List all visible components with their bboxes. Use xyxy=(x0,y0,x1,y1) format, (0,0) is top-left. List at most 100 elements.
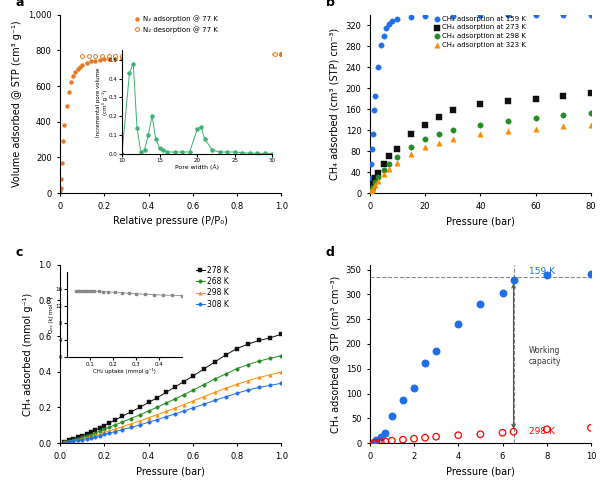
Point xyxy=(380,437,390,445)
N₂ desorption @ 77 K xyxy=(112,53,119,59)
Point xyxy=(398,395,408,403)
308 K xyxy=(88,435,95,441)
CH₄ adsorption at 298 K xyxy=(476,121,485,129)
298 K xyxy=(127,421,134,427)
268 K xyxy=(88,431,95,437)
268 K xyxy=(61,439,68,445)
268 K xyxy=(70,437,77,443)
X-axis label: Relative pressure (P/P₀): Relative pressure (P/P₀) xyxy=(113,216,228,226)
N₂ adsorption @ 77 K xyxy=(112,56,119,61)
308 K xyxy=(83,436,90,442)
268 K xyxy=(112,422,119,428)
CH₄ adsorption at 323 K xyxy=(476,131,485,138)
N₂ desorption @ 77 K xyxy=(278,51,285,56)
CH₄ adsorption at 273 K xyxy=(385,152,394,160)
298 K xyxy=(65,439,73,445)
Point xyxy=(586,424,596,431)
Point xyxy=(431,433,441,441)
N₂ adsorption @ 77 K xyxy=(74,66,82,72)
CH₄ adsorption at 159 K xyxy=(385,20,394,28)
278 K xyxy=(278,331,285,337)
X-axis label: Pressure (bar): Pressure (bar) xyxy=(446,216,515,226)
308 K xyxy=(118,427,125,433)
N₂ adsorption @ 77 K xyxy=(83,60,90,66)
N₂ adsorption @ 77 K xyxy=(96,57,103,63)
CH₄ adsorption at 323 K xyxy=(367,187,376,194)
268 K xyxy=(256,358,263,364)
CH₄ adsorption at 323 K xyxy=(420,144,430,151)
268 K xyxy=(92,430,99,436)
CH₄ adsorption at 298 K xyxy=(379,166,388,173)
N₂ desorption @ 77 K xyxy=(138,53,145,58)
N₂ adsorption @ 77 K xyxy=(56,188,64,194)
Text: Working
capacity: Working capacity xyxy=(529,346,562,366)
Text: 298 K: 298 K xyxy=(529,427,555,436)
298 K xyxy=(189,398,196,404)
CH₄ adsorption at 159 K xyxy=(370,92,380,100)
N₂ desorption @ 77 K xyxy=(145,53,152,58)
268 K xyxy=(101,426,108,432)
278 K xyxy=(154,395,161,401)
Y-axis label: CH₄ adsorbed @ STP (cm³ cm⁻³): CH₄ adsorbed @ STP (cm³ cm⁻³) xyxy=(330,275,340,432)
N₂ adsorption @ 77 K xyxy=(134,54,141,60)
308 K xyxy=(244,387,251,393)
N₂ adsorption @ 77 K xyxy=(278,51,285,56)
268 K xyxy=(189,387,196,393)
CH₄ adsorption at 298 K xyxy=(385,160,394,168)
298 K xyxy=(118,424,125,430)
CH₄ adsorption at 159 K xyxy=(476,11,485,19)
298 K xyxy=(88,433,95,439)
Point xyxy=(542,271,551,279)
308 K xyxy=(105,430,112,436)
N₂ adsorption @ 77 K xyxy=(233,52,241,57)
N₂ adsorption @ 77 K xyxy=(59,160,66,166)
X-axis label: Pressure (bar): Pressure (bar) xyxy=(446,466,515,476)
N₂ desorption @ 77 K xyxy=(218,52,225,57)
CH₄ adsorption at 273 K xyxy=(503,97,513,105)
278 K xyxy=(211,359,218,365)
N₂ adsorption @ 77 K xyxy=(72,69,79,75)
268 K xyxy=(278,353,285,358)
298 K xyxy=(278,369,285,375)
Point xyxy=(498,429,508,437)
N₂ desorption @ 77 K xyxy=(92,53,99,59)
268 K xyxy=(181,392,188,397)
298 K xyxy=(154,412,161,417)
Y-axis label: CH₄ adsorbed (cm³ (STP) cm⁻³): CH₄ adsorbed (cm³ (STP) cm⁻³) xyxy=(330,28,340,180)
Text: b: b xyxy=(326,0,334,9)
278 K xyxy=(200,366,208,372)
Point xyxy=(498,289,508,297)
Line: 278 K: 278 K xyxy=(62,333,283,444)
N₂ adsorption @ 77 K xyxy=(57,185,64,191)
268 K xyxy=(163,400,170,406)
Point xyxy=(454,320,463,328)
Line: 308 K: 308 K xyxy=(62,382,283,444)
CH₄ adsorption at 159 K xyxy=(559,11,568,19)
CH₄ adsorption at 273 K xyxy=(586,90,596,97)
N₂ desorption @ 77 K xyxy=(265,51,272,56)
CH₄ adsorption at 323 K xyxy=(531,125,541,132)
308 K xyxy=(223,394,230,400)
CH₄ adsorption at 298 K xyxy=(365,188,375,196)
278 K xyxy=(74,434,82,440)
268 K xyxy=(172,396,179,402)
CH₄ adsorption at 273 K xyxy=(559,92,568,100)
268 K xyxy=(233,366,241,372)
CH₄ adsorption at 159 K xyxy=(367,160,376,168)
CH₄ adsorption at 298 K xyxy=(392,153,402,161)
308 K xyxy=(266,382,274,388)
N₂ adsorption @ 77 K xyxy=(105,56,112,62)
N₂ adsorption @ 77 K xyxy=(118,55,125,61)
CH₄ adsorption at 273 K xyxy=(420,121,430,129)
CH₄ adsorption at 298 K xyxy=(370,178,380,186)
CH₄ adsorption at 273 K xyxy=(476,100,485,108)
Point xyxy=(387,437,397,445)
N₂ adsorption @ 77 K xyxy=(256,51,263,57)
N₂ desorption @ 77 K xyxy=(185,52,192,58)
298 K xyxy=(233,381,241,387)
298 K xyxy=(223,385,230,391)
CH₄ adsorption at 298 K xyxy=(367,185,376,193)
CH₄ adsorption at 273 K xyxy=(379,160,388,168)
298 K xyxy=(181,402,188,408)
N₂ adsorption @ 77 K xyxy=(211,52,218,58)
